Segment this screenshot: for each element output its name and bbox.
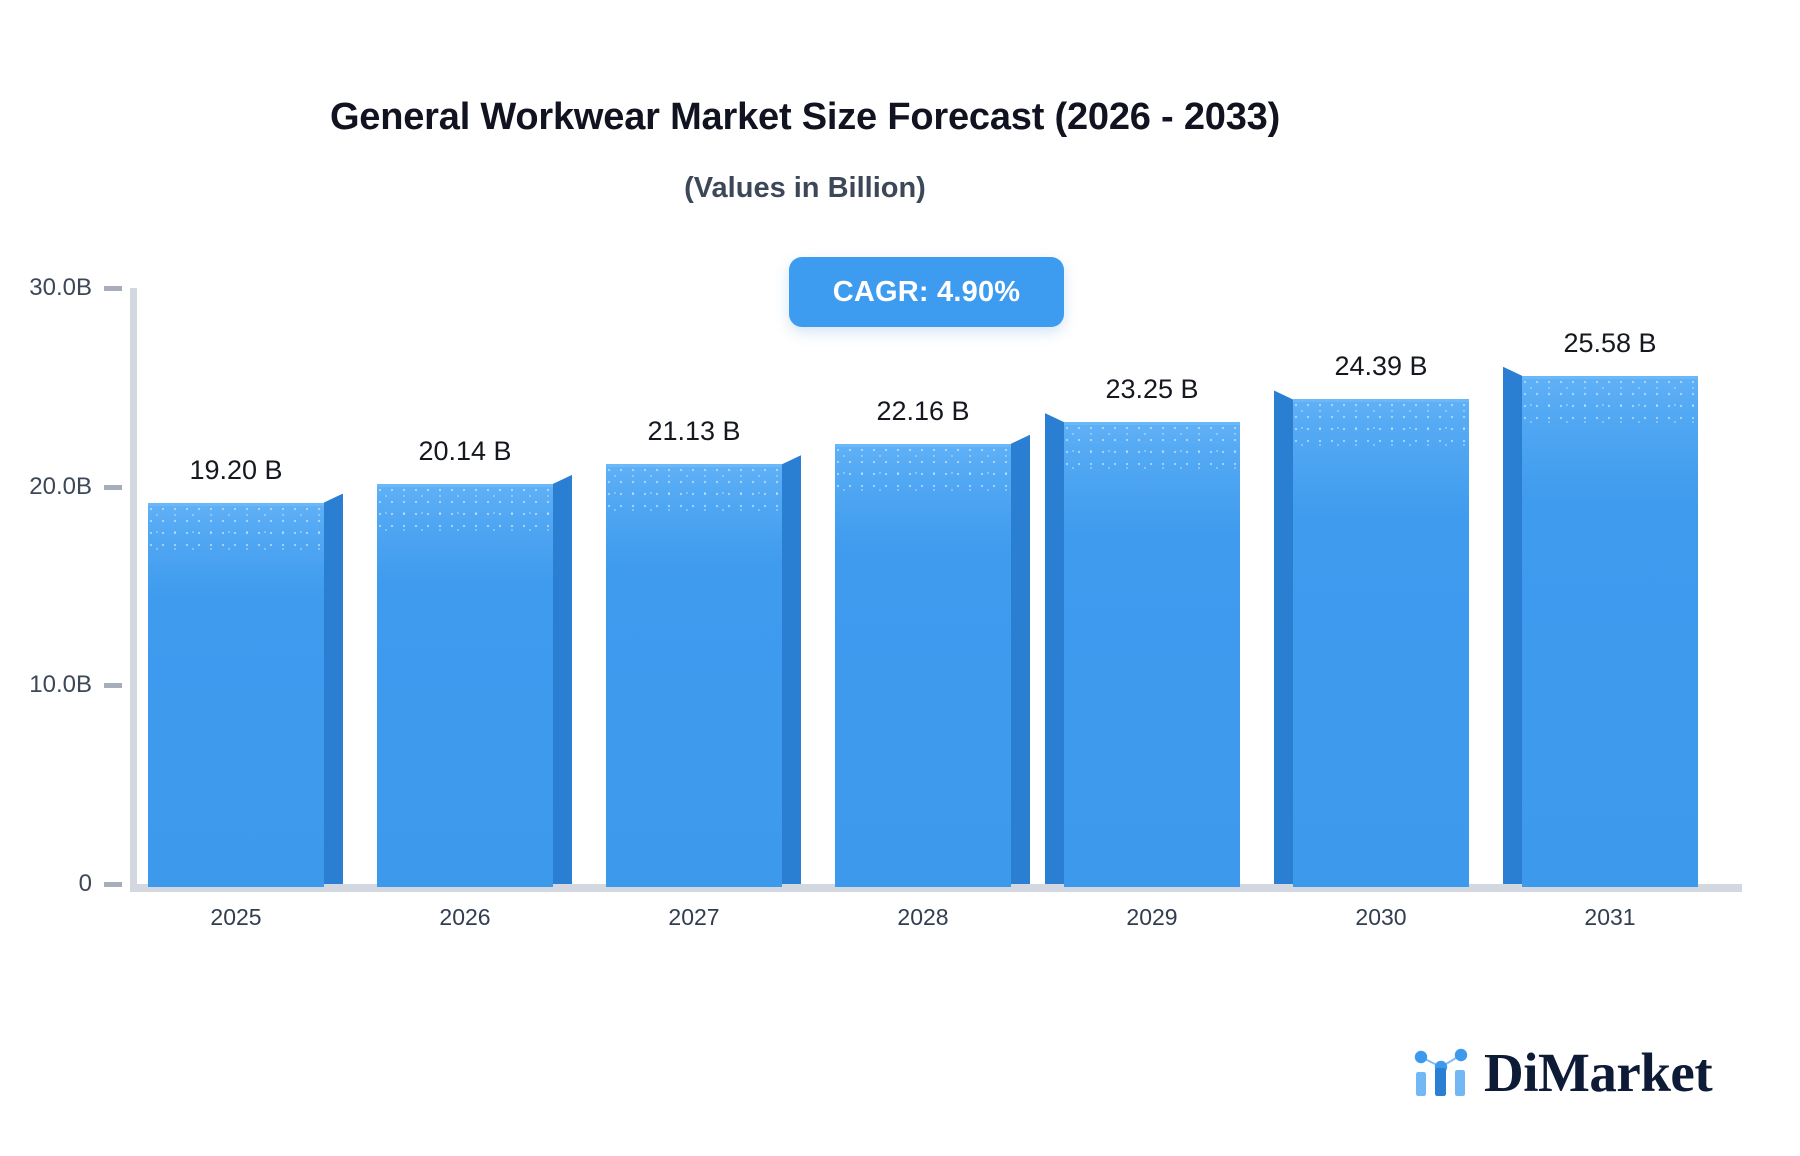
bar-face[interactable] bbox=[377, 483, 553, 887]
cagr-badge: CAGR: 4.90% bbox=[789, 257, 1064, 327]
bar-value-label: 24.39 B bbox=[1334, 351, 1428, 382]
bar-top-texture bbox=[606, 467, 782, 514]
x-axis-label-2025: 2025 bbox=[210, 904, 262, 930]
bar-value-label: 23.25 B bbox=[1105, 374, 1199, 405]
x-axis-label-2028: 2028 bbox=[897, 904, 949, 930]
y-tick-mark bbox=[104, 484, 122, 490]
y-axis-label: 30.0B bbox=[29, 274, 92, 301]
bar-chart-dots-icon bbox=[1412, 1046, 1470, 1098]
bar-side-panel bbox=[553, 474, 572, 884]
bar-value-label: 19.20 B bbox=[189, 454, 283, 485]
y-axis-label: 0 bbox=[78, 870, 92, 897]
bar-side-panel bbox=[782, 455, 801, 884]
bar-top-texture bbox=[148, 505, 324, 552]
dimarket-logo: DiMarket bbox=[1412, 1035, 1713, 1109]
bar-value-label: 20.14 B bbox=[418, 435, 512, 466]
chart-subtitle: (Values in Billion) bbox=[684, 172, 926, 204]
y-axis-line bbox=[130, 288, 137, 886]
bar-face[interactable] bbox=[1293, 399, 1469, 887]
x-axis-label-2027: 2027 bbox=[668, 904, 720, 930]
cagr-badge-label: CAGR: 4.90% bbox=[832, 275, 1021, 308]
x-axis-line bbox=[130, 884, 1742, 892]
bar-top-texture bbox=[1064, 425, 1240, 472]
x-axis-label-2031: 2031 bbox=[1584, 904, 1636, 930]
x-axis-label-2029: 2029 bbox=[1126, 904, 1178, 930]
chart-title: General Workwear Market Size Forecast (2… bbox=[329, 96, 1281, 138]
bar-value-label: 25.58 B bbox=[1563, 327, 1657, 358]
bar-side-panel bbox=[1045, 413, 1064, 884]
bar-top-texture bbox=[377, 486, 553, 533]
y-tick-mark bbox=[104, 882, 122, 887]
y-axis-label: 20.0B bbox=[29, 472, 92, 500]
brand-name: DiMarket bbox=[1484, 1041, 1713, 1103]
bar-face[interactable] bbox=[1064, 422, 1240, 887]
bar-top-texture bbox=[1293, 402, 1469, 449]
bar-top-texture bbox=[1522, 378, 1698, 425]
y-tick-mark bbox=[104, 683, 122, 689]
bar-side-panel bbox=[1011, 434, 1030, 884]
bar-face[interactable] bbox=[835, 443, 1011, 887]
bar-top-texture bbox=[835, 446, 1011, 493]
bar-face[interactable] bbox=[606, 464, 782, 887]
y-tick-mark bbox=[104, 286, 122, 291]
bar-face[interactable] bbox=[1522, 375, 1698, 887]
x-axis-label-2030: 2030 bbox=[1355, 904, 1407, 930]
bar-value-label: 22.16 B bbox=[876, 395, 970, 426]
bar-side-panel bbox=[1274, 390, 1293, 884]
bar-side-panel bbox=[324, 493, 343, 884]
bar-value-label: 21.13 B bbox=[647, 416, 741, 447]
y-axis-label: 10.0B bbox=[29, 671, 92, 699]
bar-face[interactable] bbox=[148, 502, 324, 887]
bar-side-panel bbox=[1503, 366, 1522, 884]
x-axis-label-2026: 2026 bbox=[439, 904, 491, 930]
